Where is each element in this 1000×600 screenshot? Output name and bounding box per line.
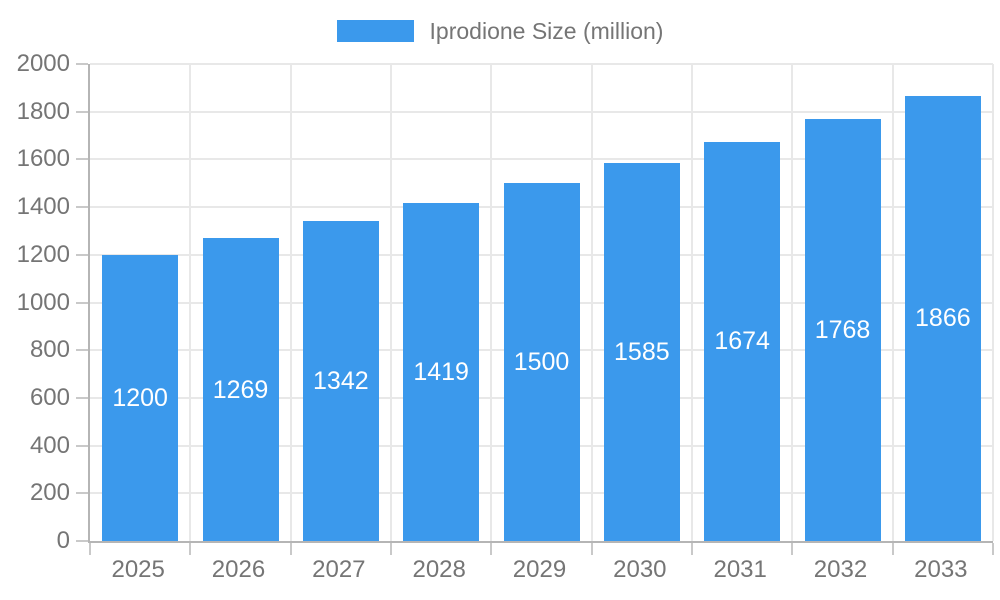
gridline-horizontal: [90, 63, 993, 65]
bar-2033[interactable]: 1866: [904, 95, 981, 541]
bar-2026[interactable]: 1269: [202, 238, 279, 541]
x-axis-tick-label: 2031: [713, 556, 767, 583]
bar-2028[interactable]: 1419: [403, 202, 480, 541]
y-axis-tick-label: 1600: [16, 145, 70, 173]
gridline-vertical: [891, 64, 894, 541]
bar-value-label: 1674: [714, 327, 770, 356]
y-axis-tick: [76, 349, 88, 352]
x-axis-tick: [189, 543, 192, 555]
y-axis-tick-label: 400: [29, 431, 70, 459]
y-axis-tick-label: 1800: [16, 97, 70, 125]
gridline-horizontal: [90, 158, 993, 161]
y-axis-tick-label: 800: [29, 336, 70, 364]
x-axis-tick: [590, 543, 593, 555]
x-axis-tick: [89, 543, 91, 555]
bar-value-label: 1500: [513, 348, 570, 377]
x-axis-tick-label: 2028: [412, 556, 466, 583]
gridline-vertical: [189, 64, 192, 541]
y-axis-tick: [76, 63, 88, 65]
gridline-vertical: [490, 64, 493, 541]
y-axis-tick: [76, 206, 88, 209]
bar-2031[interactable]: 1674: [704, 141, 781, 541]
bar-value-label: 1419: [413, 357, 469, 386]
x-axis-tick-label: 2027: [312, 556, 366, 583]
y-axis-tick: [76, 540, 88, 542]
x-axis-tick: [791, 543, 794, 555]
x-axis-tick-label: 2033: [914, 556, 968, 583]
y-axis-tick-label: 600: [29, 383, 70, 411]
y-axis-tick: [76, 110, 88, 113]
x-axis-tick: [992, 543, 994, 555]
y-axis-tick: [76, 396, 88, 399]
bar-value-label: 1866: [915, 304, 971, 333]
x-axis-tick: [490, 543, 493, 555]
y-axis-tick-label: 200: [29, 479, 70, 507]
legend-label: Iprodione Size (million): [429, 18, 664, 44]
gridline-vertical: [289, 64, 292, 541]
bar-value-label: 1768: [814, 316, 871, 345]
x-axis-tick: [891, 543, 894, 555]
legend-swatch-icon: [336, 20, 414, 42]
y-axis-tick: [76, 444, 88, 447]
y-axis-tick-label: 1400: [16, 193, 70, 221]
y-axis: 0 200 400 600 800 1000 1200 1400 1600 1800 2000: [0, 50, 88, 554]
y-axis-tick-label: 2000: [16, 50, 70, 77]
plot-area: 1200 1269 1342 1419 1500 1585 1674 1768 1866: [76, 63, 994, 555]
gridline-vertical: [590, 64, 593, 541]
bar-2030[interactable]: 1585: [603, 162, 680, 541]
bar-2029[interactable]: 1500: [503, 183, 580, 541]
x-axis-tick-label: 2025: [111, 556, 165, 583]
x-axis-tick-label: 2026: [211, 556, 266, 583]
gridline-vertical: [791, 64, 794, 541]
y-axis-tick-label: 1200: [16, 240, 70, 268]
x-axis-tick: [390, 543, 392, 555]
bar-value-label: 1269: [212, 375, 269, 404]
y-axis-tick: [76, 253, 88, 256]
gridline-vertical: [390, 64, 392, 541]
y-axis-tick: [76, 158, 88, 161]
x-axis-tick: [691, 543, 693, 555]
gridline-vertical: [691, 64, 693, 541]
x-axis-tick: [289, 543, 292, 555]
bar-value-label: 1200: [112, 383, 168, 412]
y-axis-tick-label: 1000: [16, 288, 70, 316]
x-axis-tick-label: 2032: [813, 556, 868, 583]
y-axis-tick: [76, 492, 88, 495]
legend[interactable]: Iprodione Size (million): [0, 18, 1000, 44]
bar-value-label: 1585: [614, 337, 670, 366]
x-axis: 2025 2026 2027 2028 2029 2030 2031 2032 2033: [88, 555, 991, 589]
bar-2025[interactable]: 1200: [102, 254, 179, 541]
bar-value-label: 1342: [313, 366, 369, 395]
x-axis-tick-label: 2030: [613, 556, 667, 583]
gridline-horizontal: [90, 110, 993, 113]
bar-2027[interactable]: 1342: [302, 220, 379, 541]
bar-2032[interactable]: 1768: [804, 119, 881, 541]
gridline-vertical: [992, 64, 994, 541]
y-axis-tick-label: 0: [56, 527, 70, 554]
y-axis-tick: [76, 301, 88, 304]
x-axis-tick-label: 2029: [512, 556, 567, 583]
